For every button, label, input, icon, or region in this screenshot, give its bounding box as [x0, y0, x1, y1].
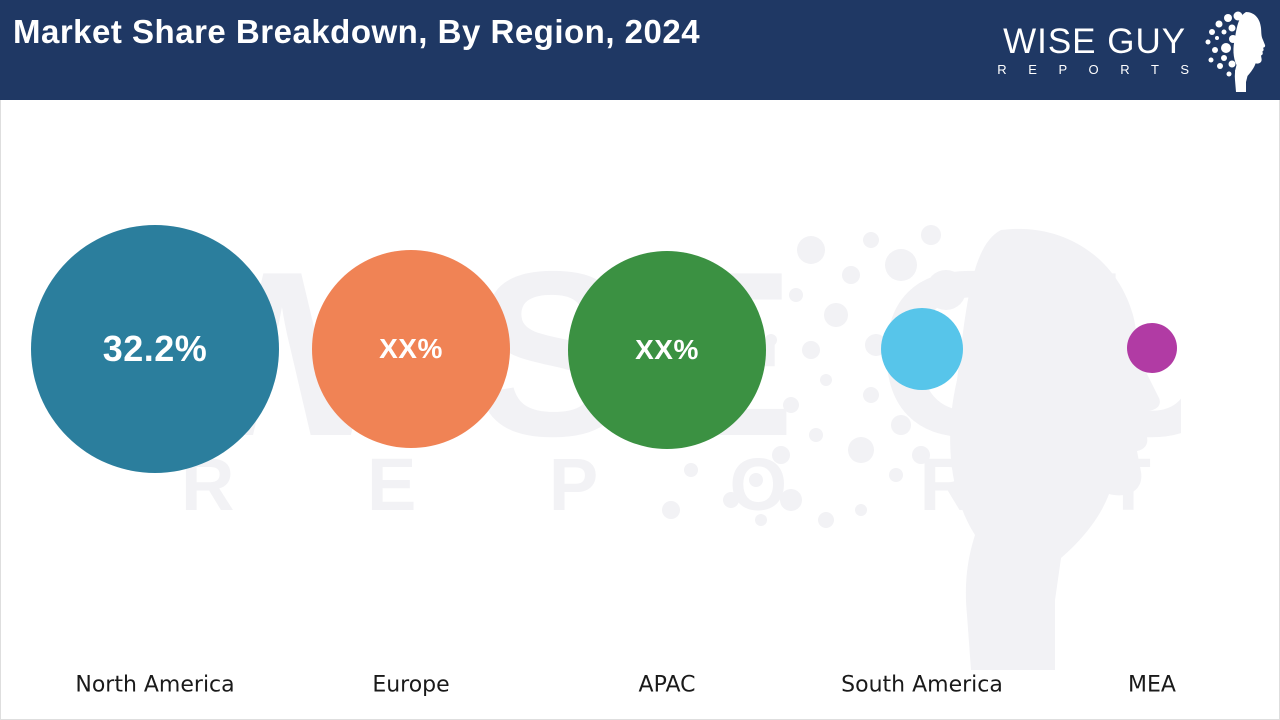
header-bar: Market Share Breakdown, By Region, 2024 …	[0, 0, 1280, 100]
category-label-apac: APAC	[638, 672, 696, 698]
category-label-north-america: North America	[75, 672, 235, 698]
page-title: Market Share Breakdown, By Region, 2024	[13, 13, 701, 50]
chart-area: WISE GUY R E P O R T S	[0, 100, 1280, 720]
category-label-europe: Europe	[372, 672, 450, 698]
wiseguy-logo: WISE GUY R E P O R T S	[991, 0, 1280, 92]
bubble-value-north-america: 32.2%	[102, 328, 208, 369]
logo-wordmark: WISE GUY	[1003, 21, 1187, 61]
bubble-south-america	[881, 308, 963, 390]
bubble-value-europe: XX%	[379, 333, 443, 364]
bubble-mea	[1127, 323, 1177, 373]
watermark-subtitle: R E P O R T S	[181, 443, 1181, 526]
logo-subtitle: R E P O R T S	[997, 62, 1198, 78]
logo-text: WISE GUY R E P O R T S	[991, 21, 1198, 78]
category-label-mea: MEA	[1128, 672, 1176, 698]
head-silhouette-icon	[1205, 11, 1266, 92]
bubble-europe: XX%	[312, 250, 510, 448]
category-label-south-america: South America	[841, 672, 1003, 698]
bubble-apac: XX%	[568, 251, 766, 449]
bubble-north-america: 32.2%	[31, 225, 279, 473]
bubble-value-apac: XX%	[635, 334, 699, 365]
